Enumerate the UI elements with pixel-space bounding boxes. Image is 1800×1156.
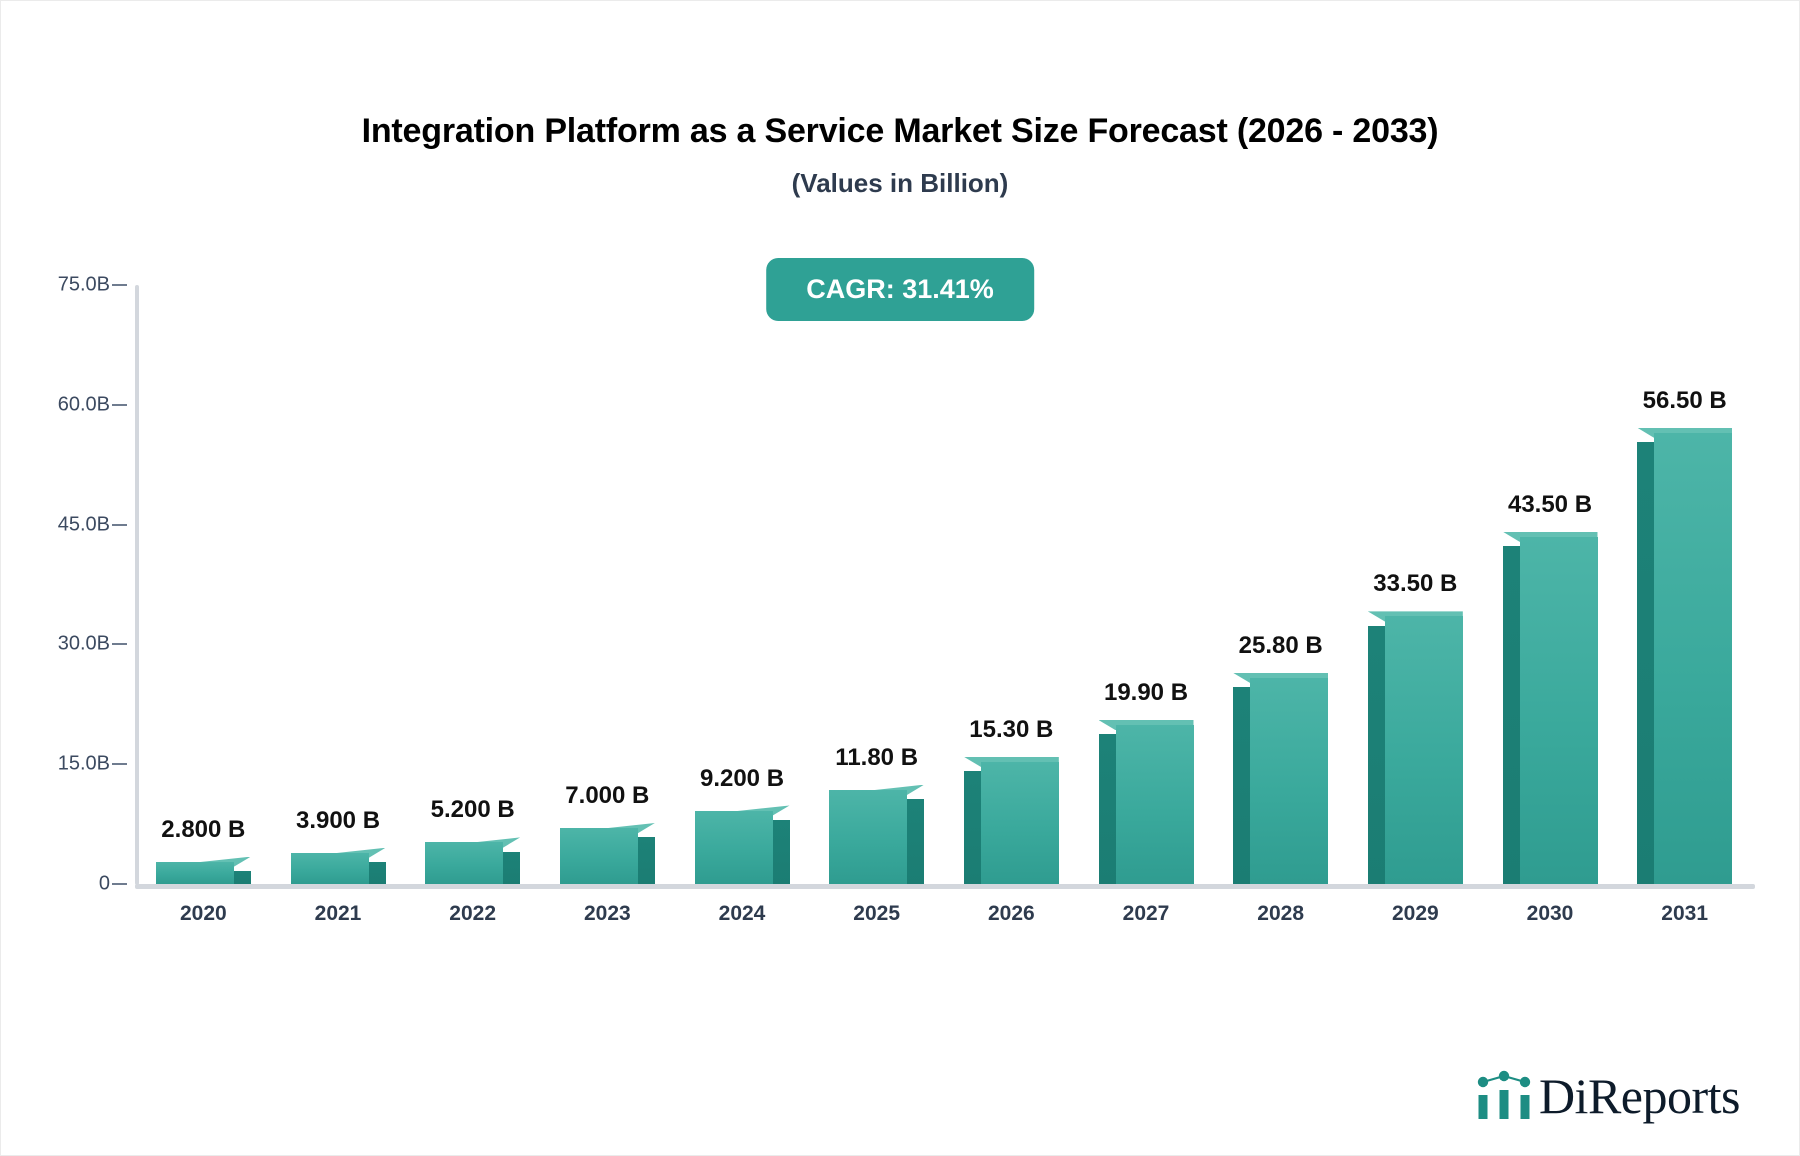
bar-value-label: 9.200 B	[699, 764, 785, 792]
bar-column[interactable]	[136, 285, 1752, 884]
bar-front-face	[1654, 432, 1733, 884]
bar-side-face	[1367, 625, 1385, 884]
bar-column[interactable]	[136, 285, 1752, 884]
bar-column[interactable]	[136, 285, 1752, 884]
y-axis-tick-mark	[112, 763, 127, 766]
y-axis-tick-mark	[112, 523, 127, 526]
bar-column[interactable]	[136, 285, 1752, 884]
bar-front-face	[829, 789, 908, 884]
x-axis-tick-label: 2020	[179, 902, 227, 925]
y-axis-tick-label: 75.0B	[57, 273, 110, 296]
bar-front-face	[559, 828, 638, 884]
bar-front-face	[155, 861, 234, 884]
logo-text: DiReports	[1538, 1068, 1741, 1124]
bar-value-label: 5.200 B	[430, 796, 515, 824]
bar-front-face	[290, 852, 369, 884]
y-axis-line	[135, 285, 139, 885]
cagr-badge: CAGR: 31.41%	[766, 258, 1034, 321]
bar-value-label: 25.80 B	[1238, 631, 1323, 659]
bar-front-face	[1384, 616, 1463, 884]
y-axis-tick-label: 30.0B	[57, 632, 110, 655]
plot-area: 2.800 B 3.900 B 5.200 B 7.000 B 9.200 B 11.80…	[136, 285, 1752, 884]
y-axis-tick-mark	[112, 643, 127, 646]
bar-side-face	[1637, 442, 1655, 884]
x-axis-tick-label: 2029	[1391, 902, 1439, 925]
bar-front-face	[980, 761, 1059, 884]
bar-column[interactable]	[136, 285, 1752, 884]
y-axis-tick-label: 0	[98, 872, 110, 895]
x-axis-tick-label: 2030	[1526, 902, 1574, 925]
x-axis-tick-label: 2028	[1257, 902, 1305, 925]
bar-column[interactable]	[136, 285, 1752, 884]
y-axis-tick-mark	[112, 883, 127, 885]
x-axis-tick-label: 2031	[1661, 902, 1709, 925]
y-axis-tick-mark	[112, 403, 127, 406]
bar-column[interactable]	[136, 285, 1752, 884]
bar-chart-icon	[1477, 1070, 1531, 1119]
bar-value-label: 19.90 B	[1103, 679, 1189, 707]
bar-side-face	[233, 871, 251, 884]
x-axis-tick-label: 2023	[583, 902, 631, 925]
bar-front-face	[1250, 677, 1329, 884]
x-axis-tick-label: 2021	[314, 902, 362, 925]
y-axis-tick-label: 60.0B	[57, 393, 110, 416]
bar-value-label: 7.000 B	[565, 782, 650, 810]
bar-side-face	[503, 851, 521, 884]
x-axis-tick-label: 2022	[449, 902, 497, 925]
bar-front-face	[694, 810, 773, 884]
bar-column[interactable]	[136, 285, 1752, 884]
bar-value-label: 15.30 B	[969, 715, 1054, 743]
bar-side-face	[1098, 734, 1116, 884]
x-axis-tick-label: 2026	[987, 902, 1035, 925]
chart-title: Integration Platform as a Service Market…	[361, 112, 1439, 150]
bar-column[interactable]	[136, 285, 1752, 884]
bar-value-label: 56.50 B	[1642, 386, 1727, 414]
bar-value-label: 11.80 B	[835, 743, 919, 771]
bar-value-label: 43.50 B	[1507, 490, 1593, 518]
brand-logo: DiReports	[1475, 1068, 1741, 1124]
y-axis-tick-label: 45.0B	[57, 513, 110, 536]
bar-column[interactable]	[136, 285, 1752, 884]
x-axis-tick-label: 2027	[1122, 902, 1170, 925]
bar-column[interactable]	[136, 285, 1752, 884]
bar-side-face	[907, 799, 925, 884]
bar-side-face	[1233, 687, 1251, 884]
bar-front-face	[425, 842, 504, 884]
bar-side-face	[963, 771, 981, 884]
x-axis-tick-label: 2025	[853, 902, 901, 925]
bar-front-face	[1115, 725, 1194, 884]
bar-side-face	[637, 837, 655, 884]
x-axis-tick-label: 2024	[718, 902, 766, 925]
y-axis-tick-label: 15.0B	[57, 752, 110, 775]
bar-value-label: 3.900 B	[295, 806, 381, 834]
x-axis-line	[135, 884, 1755, 889]
y-axis-tick-mark	[112, 284, 127, 286]
bar-value-label: 33.50 B	[1373, 570, 1458, 598]
chart-subtitle: (Values in Billion)	[791, 168, 1009, 198]
bar-side-face	[772, 819, 790, 884]
bar-side-face	[1502, 545, 1520, 884]
bar-column[interactable]	[136, 285, 1752, 884]
bar-value-label: 2.800 B	[161, 815, 246, 843]
bar-side-face	[368, 862, 386, 884]
bar-front-face	[1519, 536, 1598, 884]
